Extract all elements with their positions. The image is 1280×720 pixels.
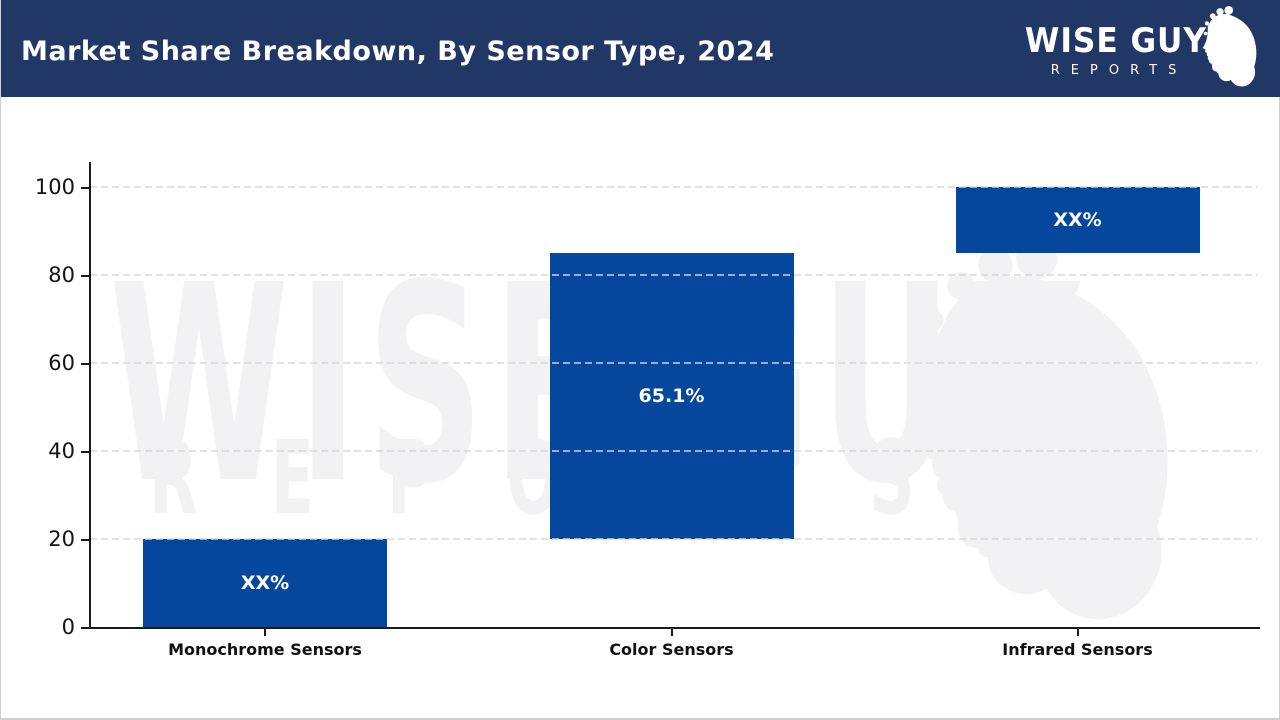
x-tick-mark [264, 629, 266, 636]
gridline-20 [90, 538, 1257, 540]
bar-value-label: 65.1% [638, 384, 705, 407]
chart-title: Market Share Breakdown, By Sensor Type, … [21, 36, 775, 67]
y-tick-label: 0 [61, 615, 75, 639]
y-tick-mark [81, 539, 89, 541]
y-tick-label: 40 [48, 439, 75, 463]
bar-3: XX% [955, 187, 1200, 253]
brand-head-icon [1202, 5, 1257, 86]
y-tick-mark [81, 363, 89, 365]
brand-subtext: REPORTS [1050, 62, 1188, 78]
y-tick-label: 100 [34, 175, 75, 199]
y-tick-mark [81, 187, 89, 189]
gridline-100 [90, 186, 1257, 188]
y-tick-label: 80 [48, 263, 75, 287]
brand-logo-text: WISE GUY REPORTS [1017, 21, 1215, 78]
bar-value-label: XX% [1053, 208, 1102, 231]
y-tick-mark [81, 627, 89, 629]
brand-wordmark: WISE GUY [1025, 20, 1208, 61]
y-tick-label: 20 [48, 527, 75, 551]
x-category-label: Infrared Sensors [1002, 640, 1153, 659]
header-bar: Market Share Breakdown, By Sensor Type, … [1, 0, 1280, 97]
bar-1: XX% [143, 539, 387, 627]
x-axis-line [89, 627, 1260, 629]
brand-logo: WISE GUY REPORTS [1017, 5, 1271, 92]
gridline-40 [90, 450, 1257, 452]
bar-value-label: XX% [240, 572, 290, 594]
x-category-label: Color Sensors [609, 640, 734, 659]
x-category-label: Monochrome Sensors [168, 640, 362, 659]
y-tick-label: 60 [48, 351, 75, 375]
gridline-80 [90, 274, 1257, 276]
y-axis-line [89, 162, 91, 629]
y-tick-mark [81, 275, 89, 277]
x-tick-mark [1076, 629, 1079, 636]
y-tick-mark [81, 451, 89, 453]
gridline-60 [90, 362, 1257, 364]
bar-2: 65.1% [549, 252, 794, 539]
x-tick-mark [670, 629, 673, 636]
